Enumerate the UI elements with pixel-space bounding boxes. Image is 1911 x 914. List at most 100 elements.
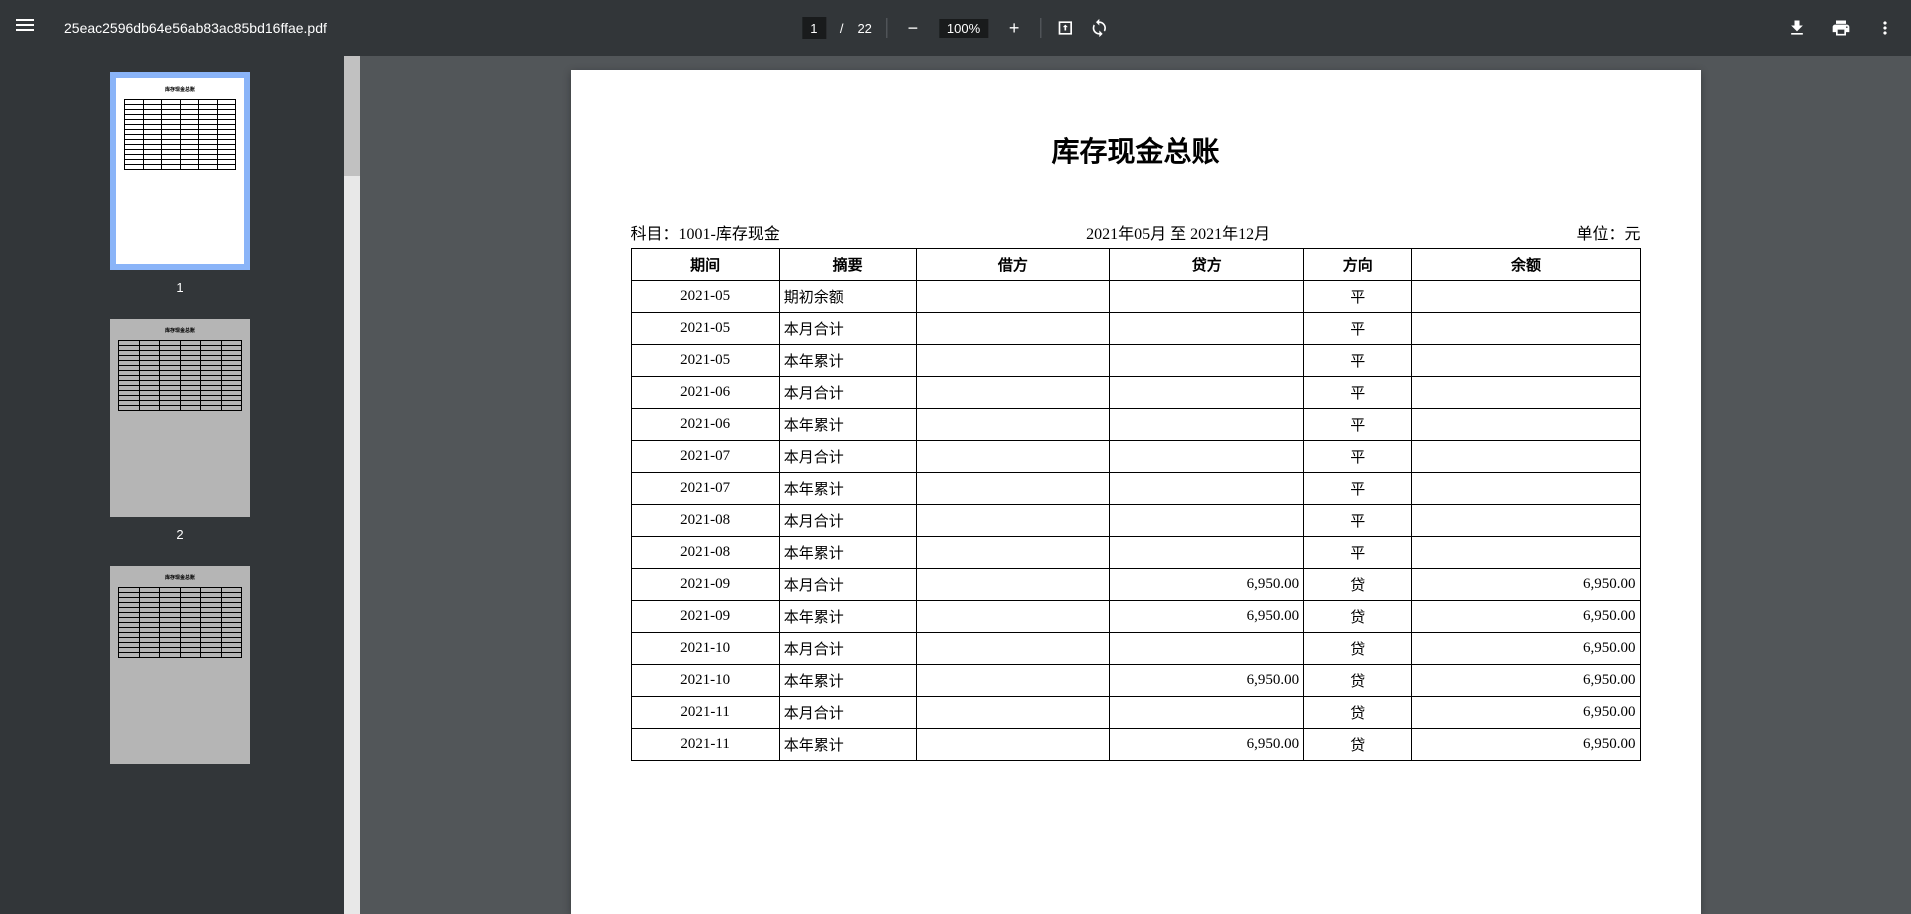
cell-summary: 本年累计 — [779, 665, 916, 697]
table-row: 2021-08本年累计 平 — [631, 537, 1640, 569]
thumbnail-number: 1 — [0, 280, 360, 295]
cell-balance — [1412, 441, 1640, 473]
cell-debit — [916, 569, 1110, 601]
scrollbar-thumb[interactable] — [344, 56, 360, 176]
cell-summary: 本年累计 — [779, 473, 916, 505]
cell-summary: 本月合计 — [779, 441, 916, 473]
cell-direction: 贷 — [1304, 697, 1412, 729]
cell-balance — [1412, 345, 1640, 377]
cell-credit: 6,950.00 — [1110, 569, 1304, 601]
cell-debit — [916, 377, 1110, 409]
zoom-out-button[interactable]: − — [901, 18, 925, 39]
cell-credit: 6,950.00 — [1110, 665, 1304, 697]
cell-summary: 本年累计 — [779, 409, 916, 441]
table-row: 2021-06本年累计 平 — [631, 409, 1640, 441]
cell-credit — [1110, 281, 1304, 313]
thumbnail-sidebar: 库存现金总账1库存现金总账2库存现金总账 — [0, 56, 360, 914]
ledger-table: 期间 摘要 借方 贷方 方向 余额 2021-05期初余额平2021-05本月合… — [631, 248, 1641, 761]
cell-direction: 平 — [1304, 537, 1412, 569]
cell-period: 2021-08 — [631, 505, 779, 537]
cell-summary: 本年累计 — [779, 601, 916, 633]
fit-page-icon[interactable] — [1055, 18, 1075, 38]
col-direction: 方向 — [1304, 249, 1412, 281]
page-content-area[interactable]: 库存现金总账 科目：1001-库存现金 2021年05月 至 2021年12月 … — [360, 56, 1911, 914]
table-row: 2021-09本年累计6,950.00贷6,950.00 — [631, 601, 1640, 633]
cell-period: 2021-05 — [631, 345, 779, 377]
table-row: 2021-10本年累计6,950.00贷6,950.00 — [631, 665, 1640, 697]
thumbnail[interactable]: 库存现金总账 — [110, 72, 250, 270]
cell-credit — [1110, 377, 1304, 409]
table-row: 2021-11本年累计6,950.00贷6,950.00 — [631, 729, 1640, 761]
cell-debit — [916, 665, 1110, 697]
cell-direction: 贷 — [1304, 665, 1412, 697]
table-row: 2021-06本月合计平 — [631, 377, 1640, 409]
zoom-level[interactable]: 100% — [939, 19, 988, 38]
cell-balance: 6,950.00 — [1412, 665, 1640, 697]
cell-direction: 平 — [1304, 313, 1412, 345]
zoom-in-button[interactable]: + — [1002, 18, 1026, 39]
page-total: 22 — [857, 21, 871, 36]
cell-credit — [1110, 505, 1304, 537]
table-row: 2021-09本月合计6,950.00贷6,950.00 — [631, 569, 1640, 601]
cell-period: 2021-08 — [631, 537, 779, 569]
thumbnail-wrap: 库存现金总账 — [0, 566, 360, 764]
cell-credit — [1110, 313, 1304, 345]
cell-balance: 6,950.00 — [1412, 729, 1640, 761]
cell-credit — [1110, 697, 1304, 729]
cell-debit — [916, 537, 1110, 569]
cell-credit — [1110, 409, 1304, 441]
period-range: 2021年05月 至 2021年12月 — [1086, 220, 1270, 244]
cell-period: 2021-09 — [631, 569, 779, 601]
table-row: 2021-07本月合计平 — [631, 441, 1640, 473]
cell-balance: 6,950.00 — [1412, 601, 1640, 633]
cell-direction: 平 — [1304, 441, 1412, 473]
print-icon[interactable] — [1831, 18, 1851, 38]
meta-row: 科目：1001-库存现金 2021年05月 至 2021年12月 单位：元 — [631, 220, 1641, 244]
cell-summary: 本年累计 — [779, 345, 916, 377]
document-title: 库存现金总账 — [631, 130, 1641, 170]
cell-period: 2021-11 — [631, 697, 779, 729]
filename: 25eac2596db64e56ab83ac85bd16ffae.pdf — [64, 20, 327, 36]
separator — [886, 18, 887, 38]
cell-period: 2021-10 — [631, 633, 779, 665]
cell-credit: 6,950.00 — [1110, 729, 1304, 761]
cell-direction: 平 — [1304, 377, 1412, 409]
cell-period: 2021-09 — [631, 601, 779, 633]
cell-debit — [916, 409, 1110, 441]
cell-debit — [916, 633, 1110, 665]
more-icon[interactable] — [1875, 18, 1895, 38]
sidebar-scrollbar[interactable] — [344, 56, 360, 914]
cell-summary: 本年累计 — [779, 537, 916, 569]
cell-period: 2021-11 — [631, 729, 779, 761]
thumbnail-wrap: 库存现金总账 1 — [0, 72, 360, 295]
table-row: 2021-05期初余额平 — [631, 281, 1640, 313]
thumbnail[interactable]: 库存现金总账 — [110, 566, 250, 764]
cell-direction: 平 — [1304, 473, 1412, 505]
cell-balance — [1412, 537, 1640, 569]
cell-debit — [916, 601, 1110, 633]
page-input[interactable] — [802, 17, 826, 39]
cell-balance — [1412, 473, 1640, 505]
cell-debit — [916, 441, 1110, 473]
cell-summary: 本月合计 — [779, 697, 916, 729]
table-row: 2021-10本月合计贷6,950.00 — [631, 633, 1640, 665]
menu-icon[interactable] — [16, 16, 40, 40]
rotate-icon[interactable] — [1089, 18, 1109, 38]
cell-balance: 6,950.00 — [1412, 697, 1640, 729]
col-summary: 摘要 — [779, 249, 916, 281]
cell-credit — [1110, 441, 1304, 473]
thumbnail[interactable]: 库存现金总账 — [110, 319, 250, 517]
table-row: 2021-08本月合计平 — [631, 505, 1640, 537]
pdf-toolbar: 25eac2596db64e56ab83ac85bd16ffae.pdf / 2… — [0, 0, 1911, 56]
cell-balance: 6,950.00 — [1412, 633, 1640, 665]
cell-direction: 平 — [1304, 409, 1412, 441]
cell-period: 2021-06 — [631, 409, 779, 441]
cell-direction: 贷 — [1304, 729, 1412, 761]
toolbar-right — [1787, 18, 1895, 38]
cell-debit — [916, 505, 1110, 537]
cell-direction: 平 — [1304, 345, 1412, 377]
cell-balance — [1412, 281, 1640, 313]
cell-balance: 6,950.00 — [1412, 569, 1640, 601]
download-icon[interactable] — [1787, 18, 1807, 38]
cell-balance — [1412, 505, 1640, 537]
